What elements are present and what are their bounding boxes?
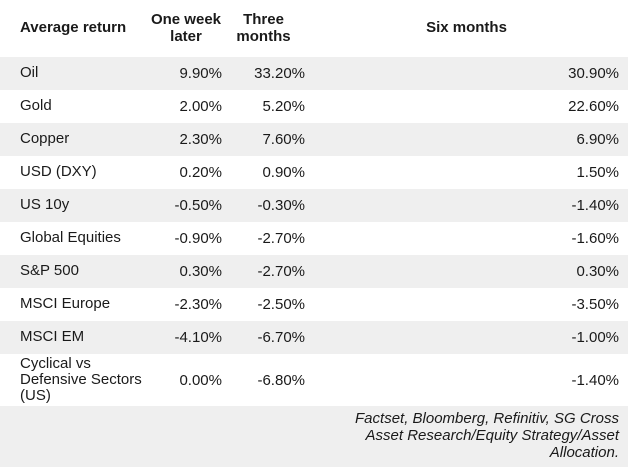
- cell-one-week: 0.20%: [179, 164, 222, 181]
- table-row-us-10y: US 10y -0.50% -0.30% -1.40%: [0, 189, 628, 222]
- row-label: Cyclical vs Defensive Sectors (US): [20, 354, 142, 405]
- cell-three-months: -6.80%: [257, 371, 305, 389]
- cell-six-months: 1.50%: [576, 164, 619, 181]
- cell-three-months: -6.70%: [257, 329, 305, 346]
- cell-six-months: 30.90%: [568, 65, 619, 82]
- table-row-oil: Oil 9.90% 33.20% 30.90%: [0, 57, 628, 90]
- column-header-three-months: Three months: [236, 10, 291, 45]
- table-row-gold: Gold 2.00% 5.20% 22.60%: [0, 90, 628, 123]
- column-header-six-months: Six months: [426, 19, 507, 37]
- table-row-usd-dxy: USD (DXY) 0.20% 0.90% 1.50%: [0, 156, 628, 189]
- cell-six-months: -1.60%: [571, 230, 619, 247]
- table-footer: Factset, Bloomberg, Refinitiv, SG Cross …: [0, 406, 628, 467]
- cell-one-week: -0.90%: [174, 230, 222, 247]
- cell-three-months: -2.70%: [257, 230, 305, 247]
- cell-one-week: 2.30%: [179, 131, 222, 148]
- cell-three-months: 0.90%: [262, 164, 305, 181]
- cell-one-week: 2.00%: [179, 98, 222, 115]
- row-label: Gold: [20, 97, 52, 115]
- cell-one-week: -0.50%: [174, 197, 222, 214]
- cell-one-week: 0.30%: [179, 263, 222, 280]
- column-header-average-return: Average return: [20, 19, 127, 37]
- table-row-msci-europe: MSCI Europe -2.30% -2.50% -3.50%: [0, 288, 628, 321]
- row-label: Copper: [20, 130, 70, 148]
- cell-one-week: 0.00%: [179, 371, 222, 389]
- cell-six-months: -1.40%: [571, 197, 619, 214]
- row-label: MSCI Europe: [20, 295, 111, 313]
- cell-three-months: 7.60%: [262, 131, 305, 148]
- table-header-row: Average return One week later Three mont…: [0, 0, 628, 57]
- cell-six-months: 22.60%: [568, 98, 619, 115]
- cell-three-months: 5.20%: [262, 98, 305, 115]
- column-header-one-week-later: One week later: [150, 10, 222, 45]
- source-note: Factset, Bloomberg, Refinitiv, SG Cross …: [355, 410, 619, 461]
- table-row-cyclical-vs-defensive: Cyclical vs Defensive Sectors (US) 0.00%…: [0, 354, 628, 406]
- cell-three-months: -0.30%: [257, 197, 305, 214]
- cell-six-months: -1.40%: [571, 371, 619, 389]
- row-label: US 10y: [20, 196, 70, 214]
- row-label: S&P 500: [20, 262, 79, 280]
- table-row-sp-500: S&P 500 0.30% -2.70% 0.30%: [0, 255, 628, 288]
- row-label: Oil: [20, 64, 39, 82]
- row-label: USD (DXY): [20, 163, 97, 181]
- table-row-msci-em: MSCI EM -4.10% -6.70% -1.00%: [0, 321, 628, 354]
- cell-three-months: -2.70%: [257, 263, 305, 280]
- cell-six-months: 6.90%: [576, 131, 619, 148]
- cell-one-week: -2.30%: [174, 296, 222, 313]
- cell-six-months: -1.00%: [571, 329, 619, 346]
- cell-six-months: -3.50%: [571, 296, 619, 313]
- cell-six-months: 0.30%: [576, 263, 619, 280]
- cell-one-week: -4.10%: [174, 329, 222, 346]
- table-row-global-equities: Global Equities -0.90% -2.70% -1.60%: [0, 222, 628, 255]
- cell-three-months: 33.20%: [254, 65, 305, 82]
- row-label: Global Equities: [20, 229, 121, 247]
- row-label: MSCI EM: [20, 328, 85, 346]
- table-row-copper: Copper 2.30% 7.60% 6.90%: [0, 123, 628, 156]
- cell-three-months: -2.50%: [257, 296, 305, 313]
- cell-one-week: 9.90%: [179, 65, 222, 82]
